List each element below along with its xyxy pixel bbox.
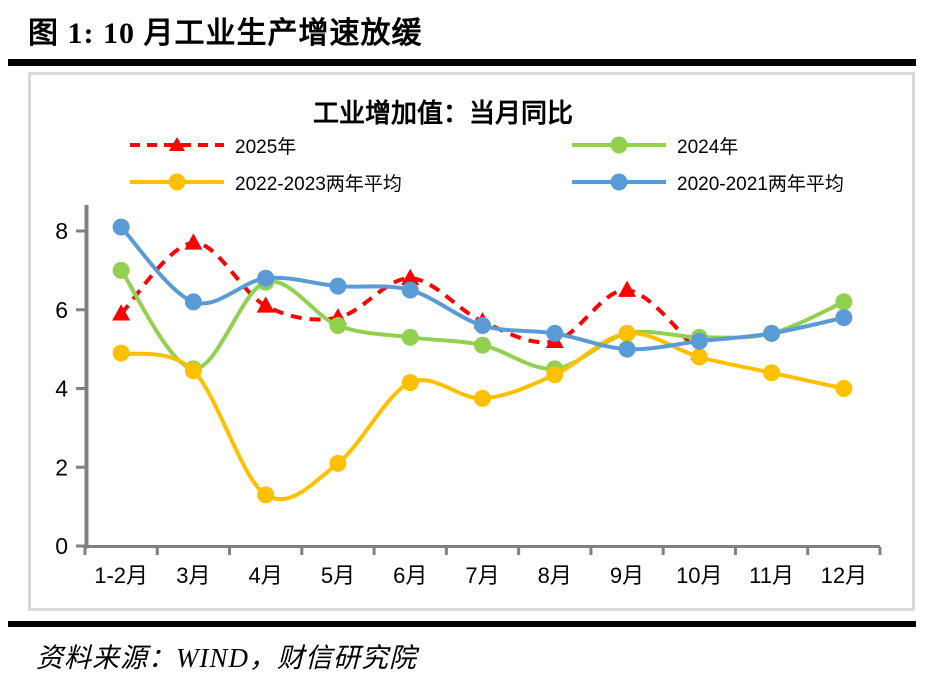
legend-swatch-blue-icon — [572, 173, 666, 191]
legend-swatch-dashed-red-icon — [130, 137, 224, 151]
svg-text:12月: 12月 — [821, 563, 867, 588]
svg-text:5月: 5月 — [321, 563, 355, 588]
footer-divider — [8, 621, 916, 627]
svg-text:6: 6 — [55, 297, 68, 323]
legend-label-2022-2023-avg: 2022-2023两年平均 — [235, 173, 402, 195]
svg-text:2: 2 — [55, 454, 68, 480]
legend-swatch-gold-icon — [130, 173, 224, 191]
svg-text:4: 4 — [55, 376, 68, 402]
svg-text:11月: 11月 — [749, 563, 794, 588]
legend-item-2024: 2024年 — [570, 133, 739, 158]
svg-text:0: 0 — [55, 533, 68, 559]
legend-item-2025: 2025年 — [128, 133, 297, 158]
svg-text:1-2月: 1-2月 — [94, 563, 148, 588]
title-divider — [8, 59, 916, 66]
page-title: 图 1: 10 月工业生产增速放缓 — [28, 17, 423, 50]
svg-text:10月: 10月 — [676, 563, 722, 588]
source-note: 资料来源：WIND，财信研究院 — [36, 643, 417, 673]
svg-text:6月: 6月 — [393, 563, 427, 588]
svg-text:7月: 7月 — [465, 563, 499, 588]
legend-swatch-green-icon — [572, 136, 666, 154]
svg-text:8: 8 — [55, 218, 68, 244]
svg-text:8月: 8月 — [538, 563, 572, 588]
legend-label-2024: 2024年 — [677, 136, 739, 158]
legend-item-2022-2023-avg: 2022-2023两年平均 — [128, 170, 402, 195]
svg-text:4月: 4月 — [249, 563, 283, 588]
chart-title: 工业增加值：当月同比 — [312, 98, 573, 128]
legend-label-2020-2021-avg: 2020-2021两年平均 — [677, 173, 844, 195]
legend-label-2025: 2025年 — [235, 136, 297, 158]
svg-text:9月: 9月 — [610, 563, 644, 588]
legend-item-2020-2021-avg: 2020-2021两年平均 — [570, 170, 844, 195]
svg-text:3月: 3月 — [176, 563, 210, 588]
